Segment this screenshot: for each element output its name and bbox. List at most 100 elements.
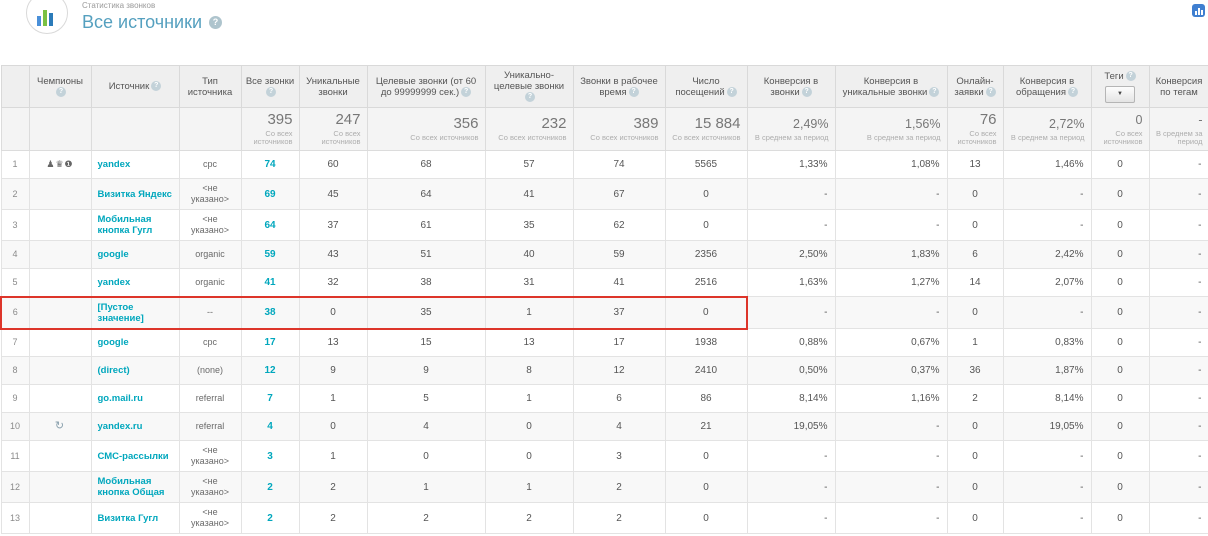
tags-value: 0 xyxy=(1090,209,1150,241)
all-calls-value[interactable]: 2 xyxy=(240,471,300,503)
visits-value: 0 xyxy=(664,471,748,503)
source-type: cpc xyxy=(178,328,242,357)
trophy-icon[interactable]: ♛ xyxy=(55,159,65,169)
page-title: Все источники xyxy=(82,12,203,32)
help-icon[interactable]: ? xyxy=(1067,86,1078,97)
all-calls-value[interactable]: 38 xyxy=(240,295,300,330)
breadcrumb[interactable]: Статистика звонков xyxy=(82,1,156,10)
help-icon[interactable]: ? xyxy=(726,86,737,97)
visits-value: 2516 xyxy=(664,268,748,297)
total-value: - xyxy=(1198,113,1203,127)
all-calls-value[interactable]: 3 xyxy=(240,440,300,472)
source-link[interactable]: [Пустое значение] xyxy=(90,295,180,330)
row-number: 3 xyxy=(0,209,30,241)
all-calls-value[interactable]: 41 xyxy=(240,268,300,297)
source-link[interactable]: yandex xyxy=(90,268,180,297)
help-icon[interactable]: ? xyxy=(628,86,639,97)
source-link[interactable]: СМС-рассылки xyxy=(90,440,180,472)
help-icon[interactable]: ? xyxy=(151,81,162,92)
total-value: 2,49% xyxy=(793,117,829,131)
help-icon[interactable]: ? xyxy=(1125,70,1136,81)
col-header-target-calls: Целевые звонки (от 60 до 99999999 сек.)? xyxy=(366,65,486,108)
source-link[interactable]: Визитка Яндекс xyxy=(90,178,180,210)
all-calls-value[interactable]: 12 xyxy=(240,356,300,385)
all-calls-value[interactable]: 7 xyxy=(240,384,300,413)
target-calls-value: 2 xyxy=(366,502,486,534)
conv-tags-value: - xyxy=(1148,384,1208,413)
help-icon[interactable]: ? xyxy=(929,86,940,97)
total-caption: В среднем за период xyxy=(754,133,829,142)
all-calls-value[interactable]: 17 xyxy=(240,328,300,357)
all-calls-value[interactable]: 69 xyxy=(240,178,300,210)
all-calls-value[interactable]: 59 xyxy=(240,240,300,269)
worktime-calls-value: 6 xyxy=(572,384,666,413)
total-value: 0 xyxy=(1135,113,1143,127)
totals-empty xyxy=(28,107,92,151)
col-header-label: Целевые звонки (от 60 до 99999999 сек.) xyxy=(375,75,477,98)
visits-value: 5565 xyxy=(664,150,748,179)
unique-calls-value: 0 xyxy=(298,412,368,441)
unique-calls-value: 37 xyxy=(298,209,368,241)
help-icon[interactable]: ? xyxy=(461,86,472,97)
unique-calls-value: 2 xyxy=(298,502,368,534)
medal-icon[interactable]: ❶ xyxy=(64,159,74,169)
help-icon[interactable]: ? xyxy=(266,86,276,97)
totals-empty xyxy=(90,107,180,151)
all-calls-value[interactable]: 74 xyxy=(240,150,300,179)
help-icon[interactable]: ? xyxy=(801,86,812,97)
source-type: <не указано> xyxy=(178,440,242,472)
source-link[interactable]: google xyxy=(90,240,180,269)
help-icon[interactable]: ? xyxy=(525,92,535,103)
online-requests-value: 0 xyxy=(946,296,1004,329)
worktime-calls-value: 17 xyxy=(572,328,666,357)
total-value: 2,72% xyxy=(1049,117,1085,131)
source-link[interactable]: Мобильная кнопка Гугл xyxy=(90,209,180,241)
all-calls-value[interactable]: 4 xyxy=(240,412,300,441)
col-header-label: Тип источника xyxy=(187,75,233,98)
conv-unique-calls-value: 1,83% xyxy=(834,240,948,269)
source-link[interactable]: yandex.ru xyxy=(90,412,180,441)
source-link[interactable]: go.mail.ru xyxy=(90,384,180,413)
app-logo[interactable] xyxy=(26,0,68,34)
conv-calls-value: 0,50% xyxy=(746,356,836,385)
source-link[interactable]: (direct) xyxy=(90,356,180,385)
conv-unique-calls-value: - xyxy=(834,412,948,441)
row-number: 10 xyxy=(0,412,30,441)
conv-unique-calls-value: - xyxy=(834,440,948,472)
unique-target-calls-value: 0 xyxy=(484,440,574,472)
champions-icons: ♟♛❶ xyxy=(28,150,92,179)
source-link[interactable]: Мобильная кнопка Общая xyxy=(90,471,180,503)
all-calls-value[interactable]: 2 xyxy=(240,502,300,534)
total-caption: В среднем за период xyxy=(866,133,941,142)
source-link[interactable]: google xyxy=(90,328,180,357)
online-requests-value: 0 xyxy=(946,502,1004,534)
unique-target-calls-value: 41 xyxy=(484,178,574,210)
target-calls-value: 38 xyxy=(366,268,486,297)
source-link[interactable]: yandex xyxy=(90,150,180,179)
help-icon[interactable]: ? xyxy=(985,86,996,97)
source-type: referral xyxy=(178,384,242,413)
refresh-icon[interactable]: ↻ xyxy=(54,420,66,432)
col-header-label: Конверсия в звонки xyxy=(763,75,819,98)
tags-filter-button[interactable]: ▼ xyxy=(1105,85,1135,103)
total-value: 1,56% xyxy=(905,117,941,131)
source-link[interactable]: Визитка Гугл xyxy=(90,502,180,534)
worktime-calls-value: 12 xyxy=(572,356,666,385)
worktime-calls-value: 3 xyxy=(572,440,666,472)
all-calls-value[interactable]: 64 xyxy=(240,209,300,241)
bell-icon[interactable]: ♟ xyxy=(46,159,56,169)
help-icon[interactable]: ? xyxy=(56,86,66,97)
conv-tags-value: - xyxy=(1148,471,1208,503)
totals-empty xyxy=(178,107,242,151)
col-header-visits: Число посещений? xyxy=(664,65,748,108)
conv-requests-value: 19,05% xyxy=(1002,412,1092,441)
title-help-icon[interactable]: ? xyxy=(209,16,223,29)
col-header-online-requests: Онлайн-заявки? xyxy=(946,65,1004,108)
corner-bar-icon xyxy=(1194,11,1197,15)
row-number: 13 xyxy=(0,502,30,534)
conv-calls-value: 1,33% xyxy=(746,150,836,179)
corner-widget-icon[interactable] xyxy=(1192,4,1205,17)
conv-requests-value: - xyxy=(1002,296,1092,329)
total-caption: Со всех источников xyxy=(590,133,659,142)
target-calls-value: 35 xyxy=(366,295,486,330)
